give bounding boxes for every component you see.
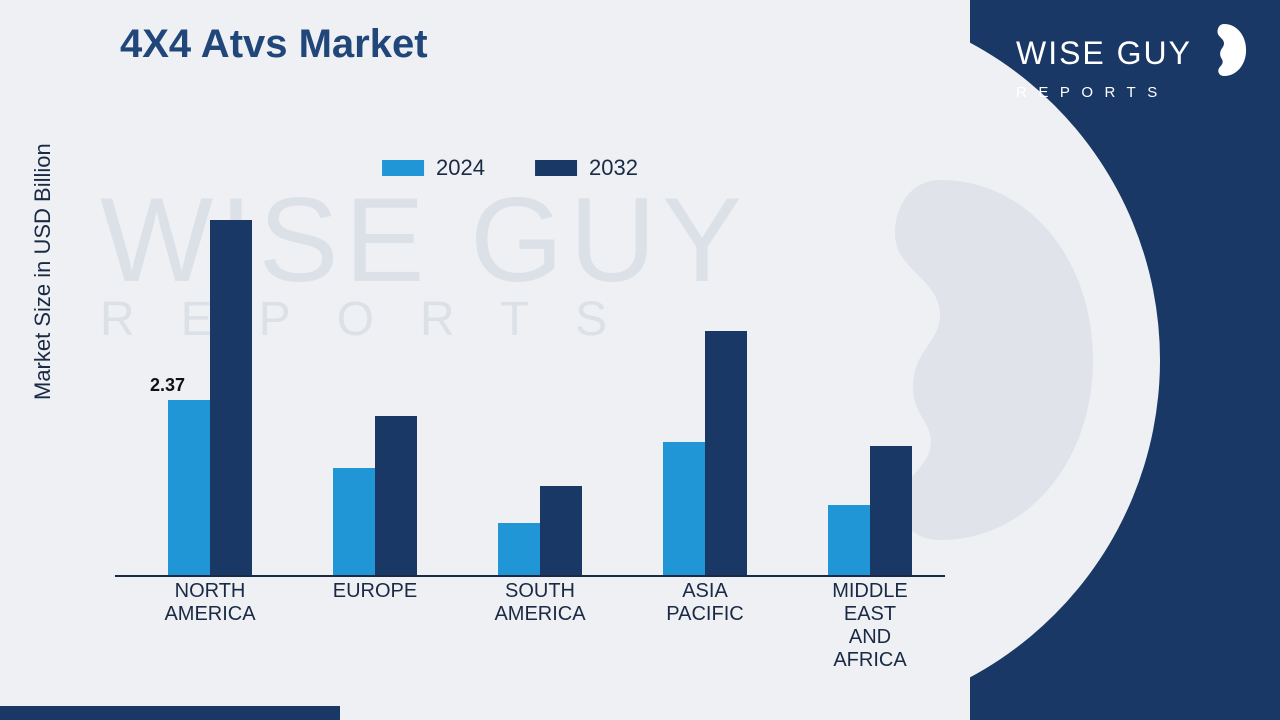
legend-label-2024: 2024: [436, 155, 485, 181]
bar-group: [810, 446, 930, 576]
footer-accent-bar: [0, 706, 340, 720]
bar-2032: [210, 220, 252, 575]
x-axis-label: EUROPE: [300, 580, 450, 603]
chart-legend: 2024 2032: [382, 155, 638, 181]
bar-2024: [828, 505, 870, 575]
bar-2032: [375, 416, 417, 575]
logo-face-icon: [1198, 22, 1250, 83]
x-axis-label: SOUTHAMERICA: [465, 580, 615, 626]
legend-item-2032: 2032: [535, 155, 638, 181]
legend-item-2024: 2024: [382, 155, 485, 181]
x-axis-label: ASIAPACIFIC: [630, 580, 780, 626]
bar-2024: [498, 523, 540, 575]
chart-plot: 2.37: [115, 205, 945, 577]
chart-area: 2024 2032 Market Size in USD Billion 2.3…: [60, 165, 960, 695]
chart-title: 4X4 Atvs Market: [120, 22, 428, 67]
bar-2024: [333, 468, 375, 575]
bar-2024: [168, 400, 210, 575]
page-root: WISE GUY REPORTS 4X4 Atvs Market WISE GU…: [0, 0, 1280, 720]
logo-line1: WISE GUY: [1016, 37, 1192, 69]
legend-swatch-2024: [382, 160, 424, 176]
x-axis-label: NORTHAMERICA: [135, 580, 285, 626]
bar-value-label: 2.37: [150, 375, 185, 396]
bar-2032: [540, 486, 582, 575]
x-axis-label: MIDDLEEASTANDAFRICA: [795, 580, 945, 672]
bar-2032: [870, 446, 912, 576]
x-axis-labels: NORTHAMERICA EUROPE SOUTHAMERICA ASIAPACIFI…: [115, 580, 945, 690]
bar-2032: [705, 331, 747, 575]
bar-group: 2.37: [150, 220, 270, 575]
legend-label-2032: 2032: [589, 155, 638, 181]
y-axis-label: Market Size in USD Billion: [30, 143, 56, 400]
brand-logo: WISE GUY REPORTS: [1016, 22, 1250, 100]
legend-swatch-2032: [535, 160, 577, 176]
bar-2024: [663, 442, 705, 575]
bar-group: [645, 331, 765, 575]
bar-group: [315, 416, 435, 575]
logo-line2: REPORTS: [1016, 85, 1250, 100]
bar-group: [480, 486, 600, 575]
